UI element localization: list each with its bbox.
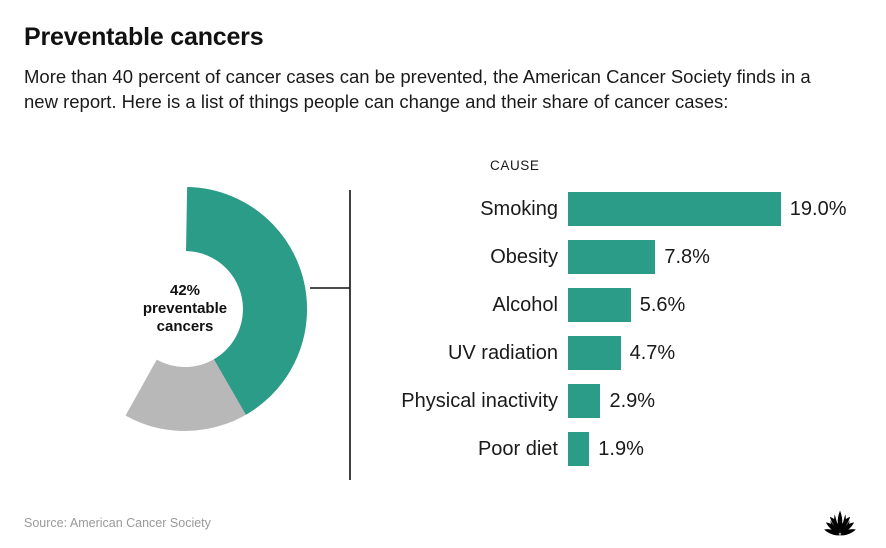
- donut-chart-svg: [62, 187, 307, 431]
- bar-fill: [568, 384, 601, 418]
- bar-row: Alcohol 5.6%: [370, 288, 870, 322]
- bar-row: Poor diet 1.9%: [370, 432, 870, 466]
- bar-value-label: 4.7%: [629, 342, 676, 364]
- bar-category-label: Smoking: [480, 198, 558, 220]
- header-block: Preventable cancers More than 40 percent…: [24, 23, 824, 115]
- bar-fill: [568, 288, 631, 322]
- page-title: Preventable cancers: [24, 23, 264, 51]
- bar-chart: CAUSE Smoking 19.0% Obesity 7.8% Alcohol 5.6%…: [370, 158, 870, 480]
- column-header-cause: CAUSE: [490, 158, 540, 173]
- nbc-peacock-logo-icon: [824, 510, 856, 536]
- donut-chart: 42% preventable cancers: [62, 186, 308, 432]
- bar-row: Smoking 19.0%: [370, 192, 870, 226]
- bar-fill: [568, 240, 656, 274]
- bar-row: UV radiation 4.7%: [370, 336, 870, 370]
- source-credit: Source: American Cancer Society: [24, 516, 211, 530]
- bar-rows: Smoking 19.0% Obesity 7.8% Alcohol 5.6% UV rad…: [370, 192, 870, 466]
- bar-fill: [568, 192, 781, 226]
- bar-category-label: Physical inactivity: [401, 390, 558, 412]
- footer-block: Source: American Cancer Society: [24, 508, 862, 538]
- bar-fill: [568, 432, 590, 466]
- bar-value-label: 5.6%: [639, 294, 686, 316]
- bar-row: Physical inactivity 2.9%: [370, 384, 870, 418]
- bar-value-label: 2.9%: [609, 390, 656, 412]
- connector-leader-line: [310, 190, 351, 480]
- bar-value-label: 7.8%: [664, 246, 710, 268]
- bar-category-label: Poor diet: [477, 438, 558, 460]
- bar-value-label: 1.9%: [598, 438, 644, 460]
- bar-category-label: Obesity: [490, 246, 558, 268]
- bar-category-label: Alcohol: [492, 294, 558, 316]
- page-subtitle: More than 40 percent of cancer cases can…: [24, 65, 811, 113]
- bar-row: Obesity 7.8%: [370, 240, 870, 274]
- bar-category-label: UV radiation: [447, 342, 558, 364]
- bar-fill: [568, 336, 621, 370]
- bar-value-label: 19.0%: [789, 198, 847, 220]
